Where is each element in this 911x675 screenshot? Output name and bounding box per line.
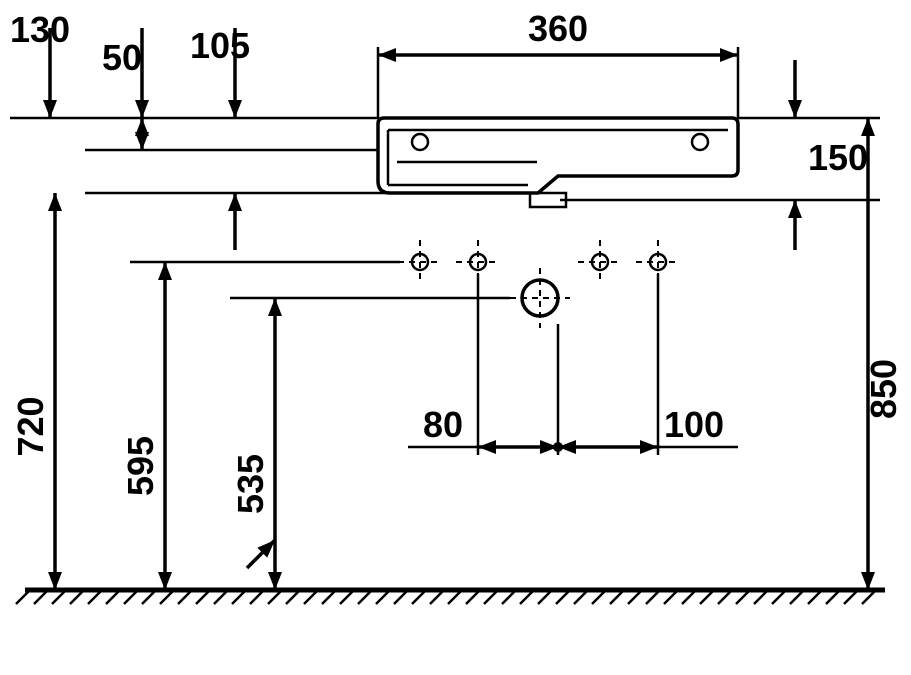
svg-text:105: 105 — [190, 25, 250, 66]
svg-text:150: 150 — [808, 137, 868, 178]
svg-text:360: 360 — [528, 8, 588, 49]
svg-text:535: 535 — [230, 454, 271, 514]
svg-text:50: 50 — [102, 37, 142, 78]
svg-text:100: 100 — [664, 404, 724, 445]
svg-text:80: 80 — [423, 404, 463, 445]
svg-text:850: 850 — [863, 359, 904, 419]
svg-text:130: 130 — [10, 9, 70, 50]
svg-text:720: 720 — [10, 396, 51, 456]
svg-text:595: 595 — [120, 436, 161, 496]
